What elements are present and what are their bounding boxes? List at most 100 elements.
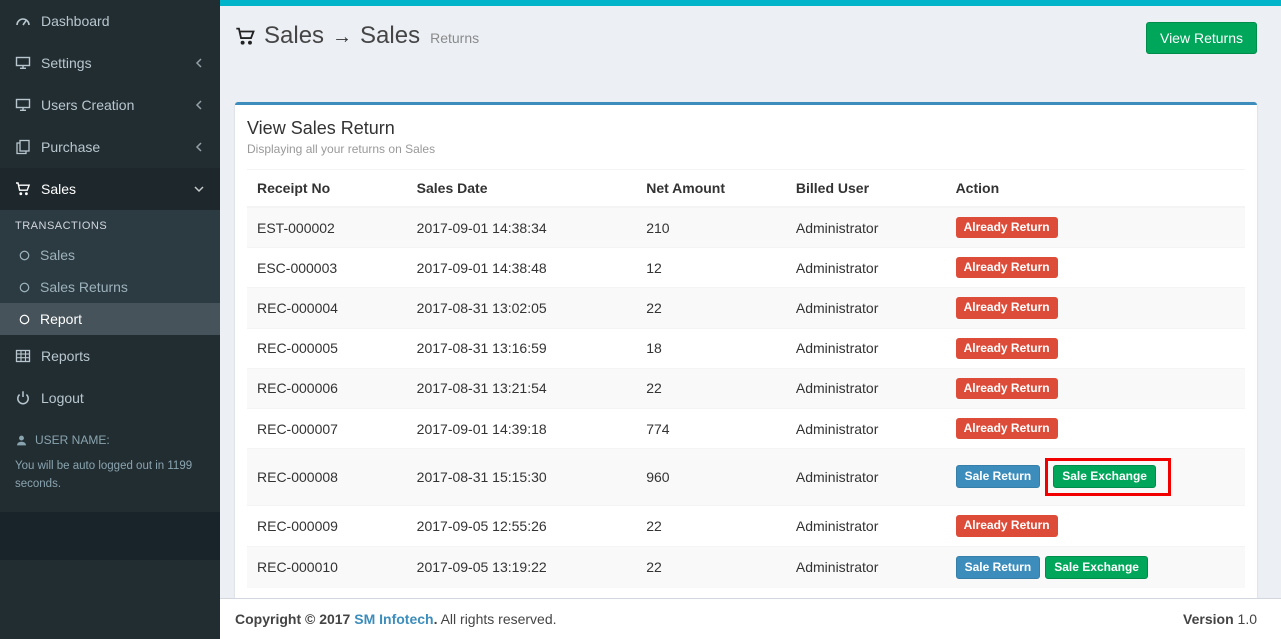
cell-net-amount: 210 <box>636 206 786 248</box>
sidebar-subitem-sales[interactable]: Sales <box>0 239 220 271</box>
table-row: REC-000010 2017-09-05 13:19:22 22 Administr… <box>247 545 1245 588</box>
column-billed-user: Billed User <box>785 169 946 208</box>
page-title: Sales → Sales Returns <box>235 22 479 50</box>
sidebar-item-label: Sales <box>41 181 77 197</box>
cell-billed-user: Administrator <box>785 367 946 409</box>
desktop-icon <box>15 55 31 71</box>
table-row: REC-000004 2017-08-31 13:02:05 22 Administr… <box>247 287 1245 329</box>
user-name-label-row: USER NAME: <box>0 419 220 451</box>
sidebar-subitem-label: Report <box>40 311 83 327</box>
sale-return-button[interactable]: Sale Return <box>955 555 1041 579</box>
cell-billed-user: Administrator <box>785 287 946 329</box>
chevron-left-icon <box>193 99 205 111</box>
sidebar-footer-panel <box>0 511 220 560</box>
cell-sales-date: 2017-09-01 14:38:34 <box>406 206 637 248</box>
circle-icon <box>18 313 31 326</box>
breadcrumb-sales: Sales <box>264 22 325 49</box>
sidebar-item-sales[interactable]: Sales <box>0 168 220 210</box>
sidebar-item-label: Dashboard <box>41 13 110 29</box>
user-name-label: USER NAME: <box>35 433 110 447</box>
cell-receipt-no: REC-000006 <box>247 367 407 409</box>
sidebar-item-label: Settings <box>41 55 92 71</box>
already-return-badge: Already Return <box>955 297 1058 319</box>
sales-submenu: TRANSACTIONS Sales Sales Returns Report <box>0 210 220 335</box>
version-label: Version <box>1183 611 1234 627</box>
table-row: REC-000009 2017-09-05 12:55:26 22 Administr… <box>247 505 1245 546</box>
page-footer: Copyright © 2017 SM Infotech. All rights… <box>220 598 1281 639</box>
cell-receipt-no: REC-000007 <box>247 407 407 449</box>
cart-icon <box>235 26 256 47</box>
cell-sales-date: 2017-08-31 13:21:54 <box>406 367 637 409</box>
cell-billed-user: Administrator <box>785 407 946 449</box>
sidebar-item-purchase[interactable]: Purchase <box>0 126 220 168</box>
sidebar-item-settings[interactable]: Settings <box>0 42 220 84</box>
sale-exchange-button[interactable]: Sale Exchange <box>1045 555 1148 579</box>
cell-receipt-no: REC-000010 <box>247 545 407 588</box>
cell-receipt-no: EST-000002 <box>247 206 407 248</box>
cell-billed-user: Administrator <box>785 247 946 288</box>
cell-action: Sale Return Sale Exchange <box>945 545 1245 588</box>
cell-action: Sale Return Sale Exchange <box>945 448 1245 506</box>
chevron-left-icon <box>193 57 205 69</box>
version-value: 1.0 <box>1237 611 1257 627</box>
copyright-dot: . <box>433 611 438 627</box>
column-sales-date: Sales Date <box>406 169 637 208</box>
table-header-row: Receipt No Sales Date Net Amount Billed … <box>247 169 1245 208</box>
view-returns-button[interactable]: View Returns <box>1145 22 1257 54</box>
card-title: View Sales Return <box>247 118 395 138</box>
cell-action: Already Return <box>945 367 1245 409</box>
cell-sales-date: 2017-09-05 13:19:22 <box>406 545 637 588</box>
already-return-badge: Already Return <box>955 377 1058 399</box>
sidebar-subitem-report[interactable]: Report <box>0 303 220 335</box>
cell-receipt-no: REC-000004 <box>247 287 407 329</box>
already-return-badge: Already Return <box>955 217 1058 239</box>
sidebar-item-label: Logout <box>41 390 84 406</box>
cell-billed-user: Administrator <box>785 327 946 369</box>
cell-sales-date: 2017-09-01 14:38:48 <box>406 247 637 288</box>
cell-sales-date: 2017-08-31 15:15:30 <box>406 448 637 506</box>
copy-icon <box>15 139 31 155</box>
sale-return-button[interactable]: Sale Return <box>955 465 1041 489</box>
cell-net-amount: 774 <box>636 407 786 449</box>
cell-billed-user: Administrator <box>785 206 946 248</box>
cell-sales-date: 2017-08-31 13:02:05 <box>406 287 637 329</box>
sidebar-item-label: Reports <box>41 348 91 364</box>
desktop-icon <box>15 97 31 113</box>
cell-billed-user: Administrator <box>785 545 946 588</box>
table-row: EST-000002 2017-09-01 14:38:34 210 Administ… <box>247 206 1245 248</box>
table-row: REC-000006 2017-08-31 13:21:54 22 Administr… <box>247 367 1245 409</box>
cell-billed-user: Administrator <box>785 505 946 546</box>
chevron-down-icon <box>193 183 205 195</box>
brand-link[interactable]: SM Infotech <box>354 611 434 627</box>
sidebar-subitem-sales-returns[interactable]: Sales Returns <box>0 271 220 303</box>
cell-sales-date: 2017-08-31 13:16:59 <box>406 327 637 369</box>
column-receipt-no: Receipt No <box>247 169 407 208</box>
top-accent-bar <box>220 0 1281 6</box>
table-row: ESC-000003 2017-09-01 14:38:48 12 Administr… <box>247 247 1245 288</box>
cell-action: Already Return <box>945 247 1245 288</box>
content-area: Sales → Sales Returns View Returns View … <box>220 6 1281 598</box>
sale-exchange-button[interactable]: Sale Exchange <box>1053 465 1156 489</box>
cell-sales-date: 2017-09-05 12:55:26 <box>406 505 637 546</box>
sidebar-subitem-label: Sales Returns <box>40 279 128 295</box>
sidebar-item-logout[interactable]: Logout <box>0 377 220 419</box>
cell-receipt-no: REC-000008 <box>247 448 407 506</box>
cell-sales-date: 2017-09-01 14:39:18 <box>406 407 637 449</box>
cell-net-amount: 960 <box>636 448 786 506</box>
cell-net-amount: 22 <box>636 505 786 546</box>
sidebar-item-dashboard[interactable]: Dashboard <box>0 0 220 42</box>
cell-net-amount: 12 <box>636 247 786 288</box>
sidebar-item-reports[interactable]: Reports <box>0 335 220 377</box>
sidebar: Dashboard Settings Users Creation Purcha… <box>0 0 220 639</box>
version-text: Version 1.0 <box>1183 611 1257 627</box>
cell-action: Already Return <box>945 407 1245 449</box>
breadcrumb-arrow-icon: → <box>332 26 353 48</box>
cell-action: Already Return <box>945 206 1245 248</box>
cell-net-amount: 22 <box>636 367 786 409</box>
cart-icon <box>15 181 31 197</box>
sidebar-item-users-creation[interactable]: Users Creation <box>0 84 220 126</box>
dashboard-icon <box>15 13 31 29</box>
column-net-amount: Net Amount <box>636 169 786 208</box>
already-return-badge: Already Return <box>955 257 1058 279</box>
page-header: Sales → Sales Returns View Returns <box>235 22 1257 54</box>
